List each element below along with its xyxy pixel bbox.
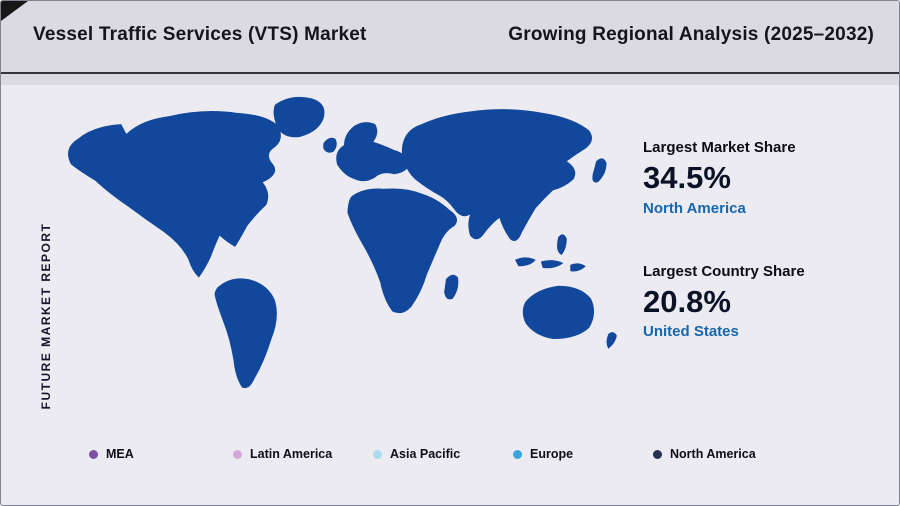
stat-value: 20.8% — [643, 283, 731, 319]
legend-dot — [89, 449, 98, 459]
legend-item-asia-pacific: Asia Pacific — [373, 447, 460, 461]
madagascar-island — [444, 274, 459, 300]
new-zealand-islands — [606, 332, 617, 349]
north-america-landmass — [68, 111, 281, 278]
legend-item-mea: MEA — [89, 447, 134, 461]
corner-fold-decoration — [1, 1, 28, 21]
world-map — [59, 87, 629, 402]
header-band: Vessel Traffic Services (VTS) Market Gro… — [1, 1, 899, 85]
indonesia-islands-2 — [540, 260, 564, 269]
continents-group — [68, 96, 617, 389]
philippines-islands — [557, 234, 567, 255]
legend-dot — [513, 449, 522, 459]
stat-label: Largest Country Share — [643, 262, 805, 280]
indonesia-islands-3 — [570, 263, 586, 272]
brand-vertical-label: FUTURE MARKET REPORT — [39, 222, 53, 410]
legend-item-north-america: North America — [653, 447, 756, 461]
stat-market-share: Largest Market Share 34.5% North America — [643, 139, 893, 217]
legend-label: MEA — [106, 447, 134, 461]
legend-item-europe: Europe — [513, 447, 573, 461]
stat-country-share: Largest Country Share 20.8% United State… — [643, 263, 893, 341]
africa-landmass — [347, 188, 458, 314]
europe-landmass — [336, 122, 410, 182]
legend-item-latin-america: Latin America — [233, 447, 332, 461]
page-title-right: Growing Regional Analysis (2025–2032) — [508, 24, 874, 45]
stats-panel: Largest Market Share 34.5% North America… — [643, 139, 893, 340]
stat-region: United States — [643, 323, 739, 341]
stat-value: 34.5% — [643, 160, 731, 195]
asia-landmass — [401, 109, 593, 242]
stat-label: Largest Market Share — [643, 139, 796, 156]
header-divider — [1, 72, 899, 74]
legend-dot — [653, 449, 662, 459]
greenland-landmass — [273, 96, 325, 138]
world-map-svg — [68, 96, 617, 389]
united-kingdom-island — [323, 137, 337, 153]
legend-label: North America — [670, 447, 756, 461]
south-america-landmass — [214, 278, 277, 389]
page-title-left: Vessel Traffic Services (VTS) Market — [33, 24, 367, 45]
legend-dot — [233, 449, 242, 459]
legend-dot — [373, 449, 382, 459]
legend-label: Latin America — [250, 447, 333, 461]
legend-label: Asia Pacific — [390, 447, 461, 461]
legend-label: Europe — [530, 447, 574, 461]
indonesia-islands-1 — [515, 257, 536, 267]
japan-islands — [592, 158, 607, 183]
legend: MEA Latin America Asia Pacific Europe No… — [1, 447, 899, 469]
australia-landmass — [522, 285, 595, 339]
stat-region: North America — [643, 199, 746, 217]
